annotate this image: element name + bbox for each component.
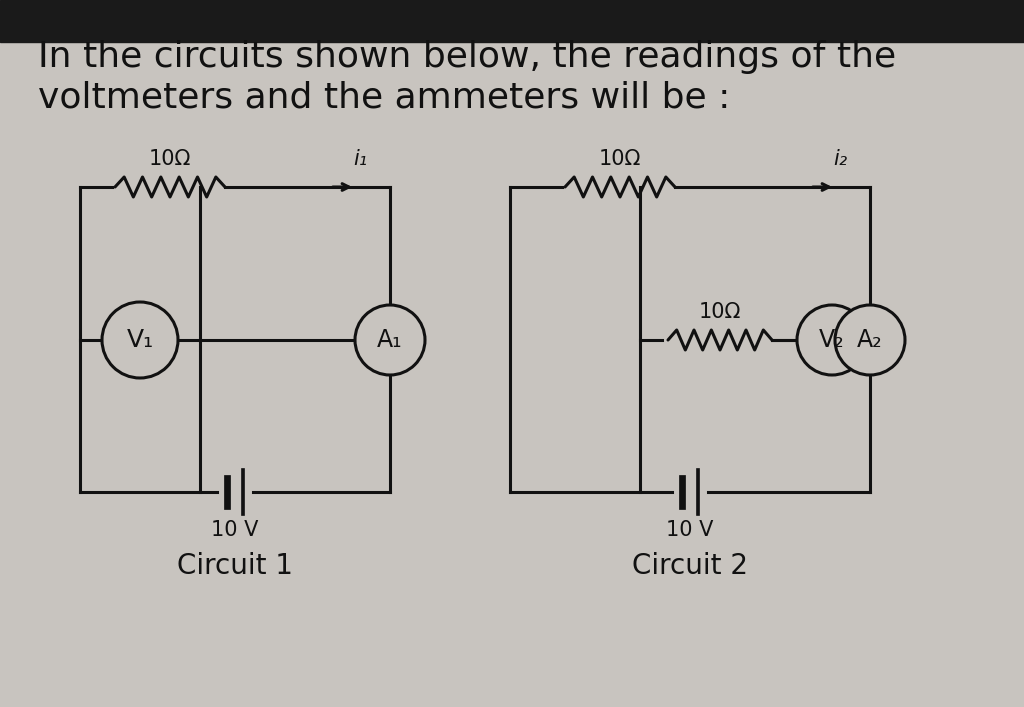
Text: 10 V: 10 V [211,520,259,540]
Text: 10Ω: 10Ω [148,149,191,169]
Circle shape [355,305,425,375]
Text: V₂: V₂ [819,328,845,352]
Text: V₁: V₁ [126,328,154,352]
Circle shape [797,305,867,375]
Circle shape [102,302,178,378]
Text: i₂: i₂ [833,149,847,169]
Circle shape [835,305,905,375]
Text: Circuit 1: Circuit 1 [177,552,293,580]
Text: A₁: A₁ [377,328,402,352]
Text: In the circuits shown below, the readings of the: In the circuits shown below, the reading… [38,40,896,74]
Text: voltmeters and the ammeters will be :: voltmeters and the ammeters will be : [38,80,730,114]
Bar [0,0,1024,42]
Text: 10Ω: 10Ω [698,302,741,322]
Text: 10Ω: 10Ω [599,149,641,169]
Text: 10 V: 10 V [667,520,714,540]
Text: Circuit 2: Circuit 2 [632,552,748,580]
Text: A₂: A₂ [857,328,883,352]
Text: i₁: i₁ [353,149,367,169]
